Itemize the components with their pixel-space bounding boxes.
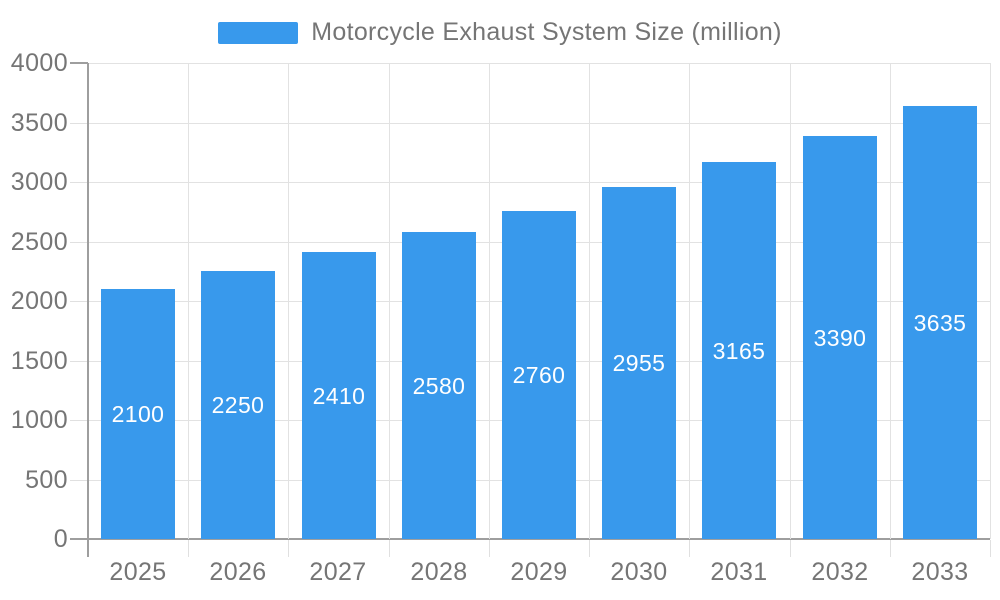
y-tick — [70, 123, 88, 124]
gridline-vertical — [389, 63, 390, 539]
bar-2025[interactable] — [101, 289, 175, 539]
gridline-vertical — [890, 63, 891, 539]
x-tick — [790, 540, 791, 557]
y-axis-line — [87, 63, 89, 557]
gridline-vertical — [489, 63, 490, 539]
gridline-vertical — [990, 63, 991, 539]
gridline-vertical — [288, 63, 289, 539]
x-tick — [288, 540, 289, 557]
x-tick — [689, 540, 690, 557]
x-tick-label: 2030 — [610, 558, 668, 586]
y-tick — [70, 480, 88, 481]
y-tick-label: 500 — [25, 466, 68, 494]
y-tick — [70, 361, 88, 362]
y-tick-label: 4000 — [10, 49, 68, 77]
x-tick-label: 2029 — [510, 558, 568, 586]
x-tick-label: 2031 — [710, 558, 768, 586]
y-tick — [70, 62, 88, 64]
gridline-horizontal — [88, 123, 990, 124]
x-axis-line — [88, 538, 990, 540]
y-tick — [70, 538, 88, 540]
y-tick-label: 1500 — [10, 347, 68, 375]
x-tick — [890, 540, 891, 557]
bar-2032[interactable] — [803, 136, 877, 539]
y-tick — [70, 420, 88, 421]
y-tick — [70, 301, 88, 302]
x-tick-label: 2032 — [811, 558, 869, 586]
gridline-vertical — [790, 63, 791, 539]
x-tick — [990, 540, 991, 557]
legend[interactable]: Motorcycle Exhaust System Size (million) — [0, 18, 1000, 47]
y-tick — [70, 242, 88, 243]
legend-label: Motorcycle Exhaust System Size (million) — [311, 18, 782, 46]
x-tick-label: 2025 — [109, 558, 167, 586]
bar-2030[interactable] — [602, 187, 676, 539]
x-tick-label: 2026 — [209, 558, 267, 586]
x-tick-label: 2027 — [309, 558, 367, 586]
gridline-vertical — [689, 63, 690, 539]
y-tick-label: 0 — [53, 525, 68, 553]
x-tick — [589, 540, 590, 557]
gridline-horizontal — [88, 63, 990, 64]
x-tick — [188, 540, 189, 557]
y-tick-label: 1000 — [10, 406, 68, 434]
bar-2028[interactable] — [402, 232, 476, 539]
y-tick-label: 2000 — [10, 287, 68, 315]
gridline-horizontal — [88, 182, 990, 183]
bar-2029[interactable] — [502, 211, 576, 539]
y-tick — [70, 182, 88, 183]
gridline-vertical — [589, 63, 590, 539]
x-tick-label: 2028 — [410, 558, 468, 586]
y-tick-label: 3000 — [10, 168, 68, 196]
gridline-vertical — [188, 63, 189, 539]
bar-2027[interactable] — [302, 252, 376, 539]
bar-2033[interactable] — [903, 106, 977, 539]
bar-2031[interactable] — [702, 162, 776, 539]
x-tick — [389, 540, 390, 557]
y-tick-label: 3500 — [10, 109, 68, 137]
y-tick-label: 2500 — [10, 228, 68, 256]
bar-2026[interactable] — [201, 271, 275, 539]
legend-swatch — [218, 21, 299, 44]
x-tick — [489, 540, 490, 557]
x-tick-label: 2033 — [911, 558, 969, 586]
